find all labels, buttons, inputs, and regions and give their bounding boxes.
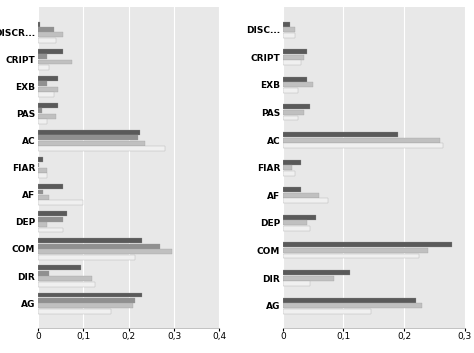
Bar (38, 276, 92, 281)
Bar (283, 110, 304, 115)
Bar (38, 168, 47, 173)
Bar (283, 303, 422, 308)
Bar (283, 193, 319, 198)
Bar (283, 198, 328, 203)
Bar (283, 248, 428, 253)
Bar (38, 38, 56, 43)
Bar (38, 244, 161, 249)
Bar (283, 138, 440, 143)
Bar (283, 171, 295, 176)
Bar (38, 195, 49, 200)
Bar (38, 255, 136, 259)
Bar (38, 238, 142, 243)
Bar (38, 211, 67, 216)
Bar (38, 282, 95, 287)
Bar (38, 146, 165, 151)
Bar (38, 293, 142, 298)
Bar (283, 82, 313, 87)
Bar (283, 115, 298, 120)
Bar (38, 190, 43, 195)
Bar (38, 22, 40, 26)
Bar (283, 55, 304, 60)
Bar (283, 160, 301, 164)
Bar (283, 187, 301, 192)
Bar (38, 87, 58, 91)
Bar (38, 49, 63, 54)
Bar (38, 222, 47, 227)
Bar (38, 162, 39, 167)
Bar (283, 88, 298, 93)
Bar (38, 201, 83, 205)
Bar (38, 271, 49, 276)
Bar (283, 226, 310, 231)
Bar (283, 104, 310, 109)
Bar (283, 220, 307, 225)
Bar (283, 33, 295, 38)
Bar (283, 298, 416, 303)
Bar (283, 143, 443, 148)
Bar (283, 270, 349, 275)
Bar (38, 141, 145, 146)
Bar (283, 309, 371, 314)
Bar (283, 253, 419, 258)
Bar (283, 22, 290, 26)
Bar (38, 119, 47, 124)
Bar (283, 132, 398, 137)
Bar (38, 184, 63, 189)
Bar (283, 276, 335, 281)
Bar (38, 65, 49, 70)
Bar (38, 157, 43, 162)
Bar (283, 60, 301, 65)
Bar (38, 114, 56, 119)
Bar (38, 228, 63, 232)
Bar (38, 173, 47, 178)
Bar (38, 217, 63, 222)
Bar (38, 108, 43, 113)
Bar (38, 92, 54, 97)
Bar (38, 81, 47, 86)
Bar (38, 265, 81, 270)
Bar (38, 103, 58, 108)
Bar (283, 49, 307, 54)
Bar (38, 60, 72, 65)
Bar (38, 309, 110, 314)
Bar (283, 165, 292, 170)
Bar (283, 215, 316, 220)
Bar (38, 249, 172, 254)
Bar (38, 32, 63, 37)
Bar (38, 27, 54, 32)
Bar (38, 298, 136, 303)
Bar (283, 243, 452, 247)
Bar (38, 54, 47, 59)
Bar (283, 77, 307, 82)
Bar (38, 76, 58, 81)
Bar (38, 130, 140, 135)
Bar (38, 303, 133, 308)
Bar (283, 281, 310, 286)
Bar (38, 136, 138, 140)
Bar (283, 27, 295, 32)
